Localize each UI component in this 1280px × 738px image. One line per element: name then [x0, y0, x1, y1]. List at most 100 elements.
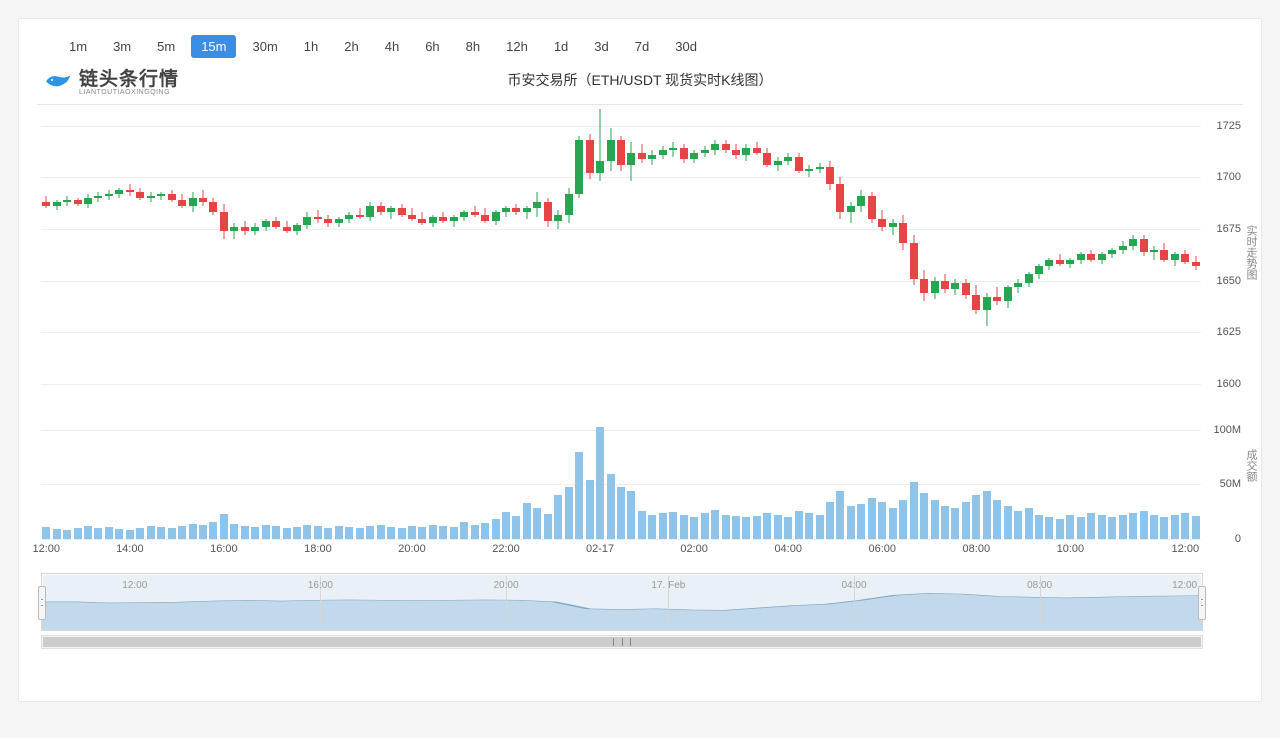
interval-30m[interactable]: 30m [242, 35, 287, 58]
volume-bar[interactable] [1108, 517, 1116, 539]
interval-15m[interactable]: 15m [191, 35, 236, 58]
volume-bar[interactable] [596, 427, 604, 539]
volume-bar[interactable] [910, 482, 918, 539]
volume-bar[interactable] [178, 526, 186, 539]
volume-bar[interactable] [189, 524, 197, 539]
volume-bar[interactable] [377, 525, 385, 539]
candlestick-chart[interactable]: 实时走势图 160016251650167517001725 [41, 105, 1201, 415]
interval-30d[interactable]: 30d [665, 35, 707, 58]
volume-bar[interactable] [94, 528, 102, 539]
volume-bar[interactable] [889, 508, 897, 539]
volume-bar[interactable] [1192, 516, 1200, 539]
volume-bar[interactable] [168, 528, 176, 539]
volume-bar[interactable] [690, 517, 698, 539]
volume-bar[interactable] [1025, 508, 1033, 539]
volume-bar[interactable] [356, 528, 364, 539]
volume-bar[interactable] [230, 524, 238, 539]
volume-bar[interactable] [523, 503, 531, 539]
volume-bar[interactable] [941, 506, 949, 539]
interval-12h[interactable]: 12h [496, 35, 538, 58]
navigator-handle-right[interactable] [1198, 586, 1206, 620]
volume-bar[interactable] [1181, 513, 1189, 539]
volume-bar[interactable] [753, 516, 761, 539]
volume-bar[interactable] [931, 500, 939, 539]
volume-bar[interactable] [481, 523, 489, 539]
volume-bar[interactable] [795, 511, 803, 539]
volume-bar[interactable] [272, 526, 280, 539]
volume-bar[interactable] [262, 525, 270, 539]
volume-bar[interactable] [1098, 515, 1106, 539]
volume-chart[interactable]: 成交额 050M100M [41, 419, 1201, 539]
interval-1m[interactable]: 1m [59, 35, 97, 58]
volume-bar[interactable] [1077, 517, 1085, 539]
volume-bar[interactable] [84, 526, 92, 539]
volume-bar[interactable] [816, 515, 824, 539]
volume-bar[interactable] [147, 526, 155, 539]
volume-bar[interactable] [1066, 515, 1074, 539]
volume-bar[interactable] [105, 527, 113, 539]
interval-7d[interactable]: 7d [625, 35, 659, 58]
volume-bar[interactable] [115, 529, 123, 539]
volume-bar[interactable] [836, 491, 844, 539]
volume-bar[interactable] [42, 527, 50, 539]
volume-bar[interactable] [1035, 515, 1043, 539]
volume-bar[interactable] [565, 487, 573, 539]
volume-bar[interactable] [659, 513, 667, 539]
volume-bar[interactable] [74, 528, 82, 539]
volume-bar[interactable] [387, 527, 395, 539]
interval-8h[interactable]: 8h [456, 35, 490, 58]
volume-bar[interactable] [335, 526, 343, 539]
volume-bar[interactable] [774, 515, 782, 539]
volume-bar[interactable] [303, 525, 311, 539]
volume-bar[interactable] [617, 487, 625, 539]
volume-bar[interactable] [209, 522, 217, 539]
volume-bar[interactable] [1171, 515, 1179, 539]
volume-bar[interactable] [157, 527, 165, 539]
interval-2h[interactable]: 2h [334, 35, 368, 58]
interval-1h[interactable]: 1h [294, 35, 328, 58]
volume-bar[interactable] [366, 526, 374, 539]
volume-bar[interactable] [1119, 515, 1127, 539]
volume-bar[interactable] [607, 474, 615, 539]
volume-bar[interactable] [732, 516, 740, 539]
volume-bar[interactable] [492, 519, 500, 539]
volume-bar[interactable] [241, 526, 249, 539]
volume-bar[interactable] [972, 495, 980, 539]
volume-bar[interactable] [962, 502, 970, 539]
volume-bar[interactable] [993, 500, 1001, 539]
volume-bar[interactable] [220, 514, 228, 539]
volume-bar[interactable] [502, 512, 510, 539]
volume-bar[interactable] [575, 452, 583, 539]
volume-bar[interactable] [1045, 517, 1053, 539]
volume-bar[interactable] [126, 530, 134, 539]
volume-bar[interactable] [1087, 513, 1095, 539]
volume-bar[interactable] [722, 515, 730, 539]
volume-bar[interactable] [63, 530, 71, 539]
volume-bar[interactable] [1004, 506, 1012, 539]
volume-bar[interactable] [1150, 515, 1158, 539]
volume-bar[interactable] [512, 516, 520, 539]
volume-bar[interactable] [1129, 513, 1137, 539]
volume-bar[interactable] [878, 502, 886, 539]
volume-bar[interactable] [680, 515, 688, 539]
volume-bar[interactable] [136, 528, 144, 539]
volume-bar[interactable] [586, 480, 594, 539]
navigator-handle-left[interactable] [38, 586, 46, 620]
volume-bar[interactable] [784, 517, 792, 539]
volume-bar[interactable] [701, 513, 709, 539]
volume-bar[interactable] [533, 508, 541, 539]
volume-bar[interactable] [1014, 511, 1022, 539]
volume-bar[interactable] [826, 502, 834, 539]
volume-bar[interactable] [669, 512, 677, 539]
volume-bar[interactable] [439, 526, 447, 539]
volume-bar[interactable] [554, 495, 562, 539]
volume-bar[interactable] [920, 493, 928, 539]
volume-bar[interactable] [648, 515, 656, 539]
interval-6h[interactable]: 6h [415, 35, 449, 58]
interval-4h[interactable]: 4h [375, 35, 409, 58]
volume-bar[interactable] [544, 514, 552, 539]
volume-bar[interactable] [638, 511, 646, 539]
volume-bar[interactable] [345, 527, 353, 539]
volume-bar[interactable] [471, 525, 479, 539]
volume-bar[interactable] [1056, 519, 1064, 539]
